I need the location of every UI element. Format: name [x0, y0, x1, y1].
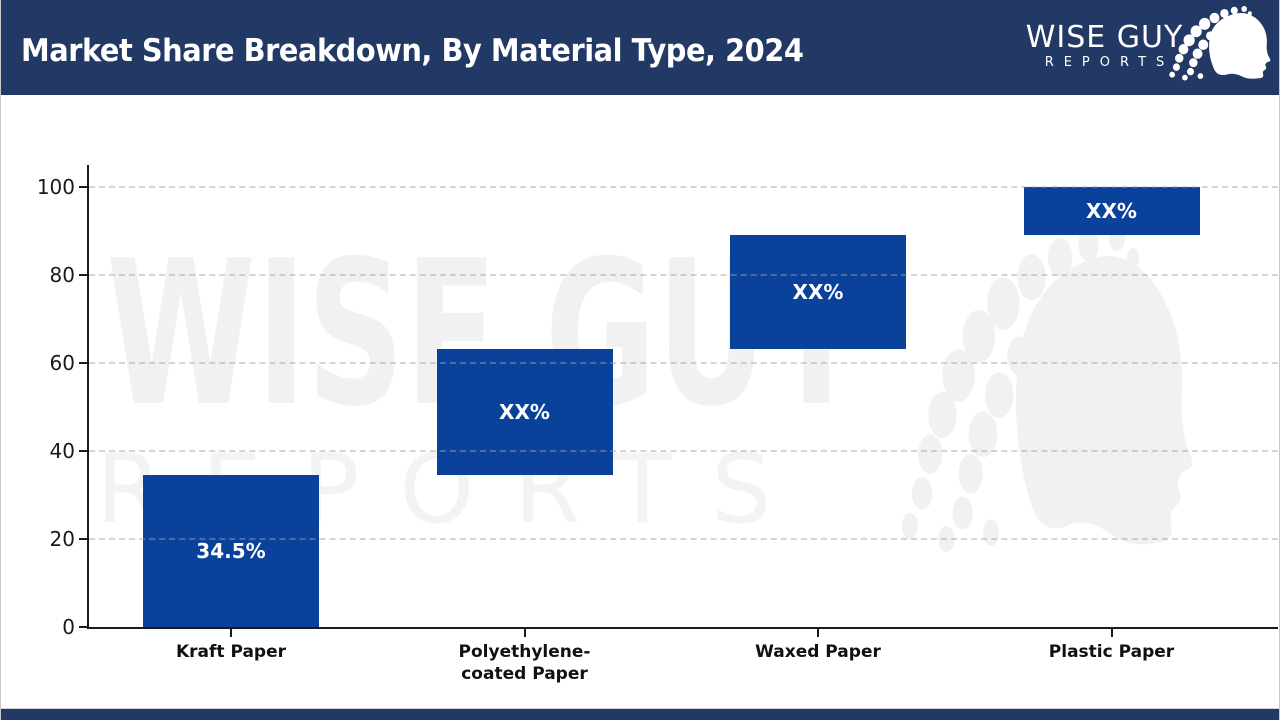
bar-value-label: XX%: [499, 400, 550, 425]
x-axis-line: [87, 627, 1278, 629]
gridline: [89, 450, 1278, 452]
y-tick: [79, 274, 88, 276]
y-tick: [79, 450, 88, 452]
y-tick: [79, 538, 88, 540]
logo-name: WISE GUY: [1025, 20, 1184, 55]
y-tick-label: 60: [49, 351, 75, 375]
bar-value-label: XX%: [792, 279, 844, 304]
y-axis-line: [87, 165, 89, 629]
y-tick: [79, 186, 88, 188]
y-tick-label: 0: [62, 615, 75, 639]
x-tick: [817, 629, 819, 637]
logo-text: WISE GUY REPORTS: [1017, 22, 1192, 72]
footer-divider: [1, 708, 1279, 709]
y-tick: [79, 626, 88, 628]
bar: XX%: [1023, 187, 1200, 235]
x-tick: [230, 629, 232, 637]
bar-value-label: XX%: [1086, 198, 1137, 223]
y-tick-label: 80: [49, 263, 75, 287]
wiseguy-logo: WISE GUY REPORTS: [1017, 4, 1271, 92]
x-category-label: Plastic Paper: [1048, 642, 1175, 662]
gridline: [89, 274, 1278, 276]
x-category-label: Waxed Paper: [755, 642, 881, 662]
y-tick-label: 40: [49, 439, 75, 463]
footer-bar: [1, 709, 1279, 720]
gridline: [89, 362, 1278, 364]
chart-area: WISE GUY REPORTS 0 20 40 60 80 100 34.5% Kraft …: [1, 95, 1279, 708]
logo-head-icon: [1169, 6, 1271, 81]
y-tick-label: 100: [36, 175, 75, 199]
x-category-label: Polyethylene- coated Paper: [458, 642, 591, 685]
page-title: Market Share Breakdown, By Material Type…: [21, 33, 804, 69]
bar: XX%: [730, 234, 906, 349]
x-tick: [1110, 629, 1113, 637]
x-tick: [523, 629, 526, 637]
gridline: [89, 538, 1278, 540]
gridline: [89, 186, 1278, 188]
y-tick: [79, 362, 88, 364]
bar-value-label: 34.5%: [196, 539, 266, 564]
header-bar: Market Share Breakdown, By Material Type…: [1, 0, 1279, 95]
y-tick-label: 20: [49, 527, 75, 551]
logo-subtitle: REPORTS: [1044, 55, 1175, 70]
x-category-label: Kraft Paper: [175, 642, 287, 662]
bar: 34.5%: [143, 475, 319, 627]
bar: XX%: [436, 348, 613, 476]
